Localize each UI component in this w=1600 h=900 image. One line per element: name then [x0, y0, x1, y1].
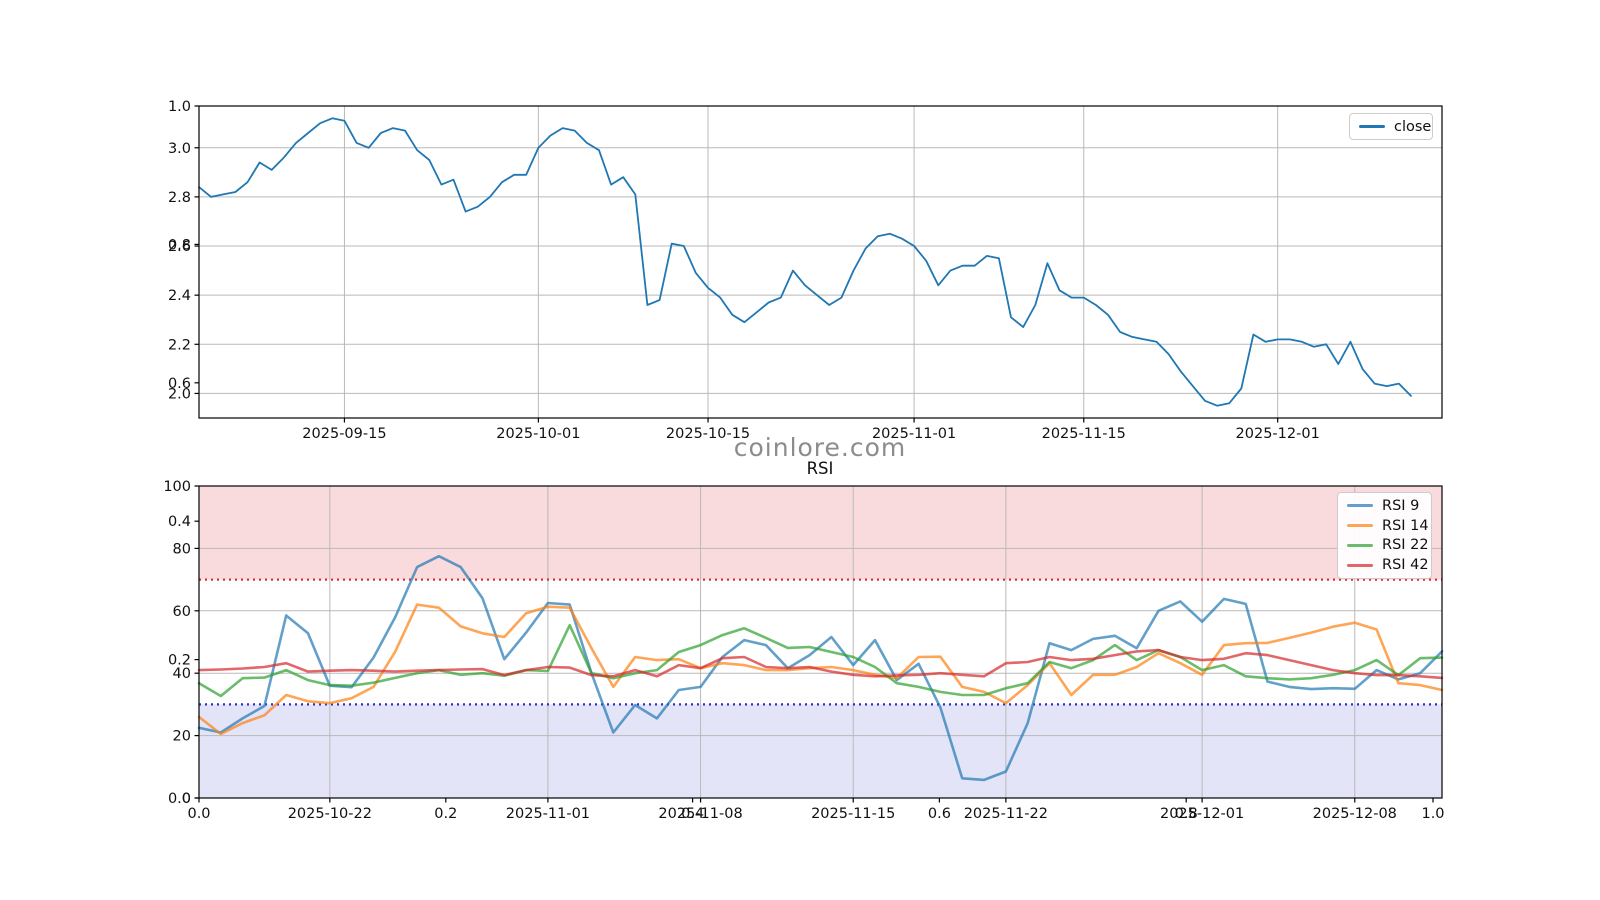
- svg-text:2025-10-22: 2025-10-22: [288, 806, 372, 822]
- svg-text:1.0: 1.0: [1421, 806, 1444, 822]
- svg-text:0.0: 0.0: [168, 791, 191, 807]
- svg-text:2.0: 2.0: [168, 386, 191, 402]
- legend-label-rsi-9: RSI 9: [1382, 497, 1420, 514]
- svg-text:2025-11-15: 2025-11-15: [1042, 426, 1126, 442]
- svg-text:0.2: 0.2: [434, 806, 457, 822]
- rsi14-line-swatch: [1347, 524, 1373, 528]
- legend-item-close: close: [1359, 119, 1431, 135]
- svg-text:2.4: 2.4: [168, 288, 191, 304]
- legend-item-rsi-22: RSI 22: [1347, 537, 1429, 553]
- svg-text:1.0: 1.0: [168, 99, 191, 115]
- rsi9-line-swatch: [1347, 504, 1373, 508]
- close-line-swatch: [1359, 125, 1385, 128]
- svg-text:40: 40: [173, 666, 191, 682]
- svg-text:2.2: 2.2: [168, 337, 191, 353]
- svg-text:2025-11-01: 2025-11-01: [872, 426, 956, 442]
- svg-text:0.8: 0.8: [1175, 806, 1198, 822]
- legend-item-rsi-9: RSI 9: [1347, 498, 1422, 514]
- svg-text:60: 60: [173, 604, 191, 620]
- svg-text:2025-11-22: 2025-11-22: [964, 806, 1048, 822]
- svg-text:0: 0: [182, 791, 191, 807]
- svg-text:0.6: 0.6: [928, 806, 951, 822]
- svg-text:2025-10-01: 2025-10-01: [496, 426, 580, 442]
- legend-label-rsi-22: RSI 22: [1382, 537, 1429, 554]
- svg-text:2.6: 2.6: [168, 239, 191, 255]
- svg-text:2025-11-01: 2025-11-01: [506, 806, 590, 822]
- legend-label-close: close: [1394, 118, 1432, 135]
- legend-label-rsi-42: RSI 42: [1382, 557, 1429, 574]
- svg-text:80: 80: [173, 541, 191, 557]
- svg-text:0.4: 0.4: [168, 514, 191, 530]
- svg-text:2025-12-01: 2025-12-01: [1236, 426, 1320, 442]
- svg-text:2025-11-08: 2025-11-08: [658, 806, 742, 822]
- watermark: coinlore.com: [733, 433, 907, 462]
- legend-item-rsi-42: RSI 42: [1347, 557, 1429, 573]
- svg-text:20: 20: [173, 729, 191, 745]
- svg-text:0.6: 0.6: [168, 376, 191, 392]
- svg-text:2025-09-15: 2025-09-15: [302, 426, 386, 442]
- svg-text:0.2: 0.2: [168, 653, 191, 669]
- svg-text:2025-11-15: 2025-11-15: [811, 806, 895, 822]
- svg-text:2025-12-08: 2025-12-08: [1313, 806, 1397, 822]
- rsi-legend: RSI 9 RSI 14 RSI 22 RSI 42: [1337, 492, 1432, 579]
- svg-text:3.0: 3.0: [168, 141, 191, 157]
- svg-text:100: 100: [163, 479, 191, 495]
- svg-text:0.0: 0.0: [187, 806, 210, 822]
- rsi42-line-swatch: [1347, 563, 1373, 567]
- svg-text:2025-10-15: 2025-10-15: [666, 426, 750, 442]
- rsi-panel-title: RSI: [806, 459, 834, 478]
- svg-text:2.8: 2.8: [168, 190, 191, 206]
- price-legend: close: [1349, 113, 1433, 140]
- svg-text:0.4: 0.4: [681, 806, 704, 822]
- svg-text:0.8: 0.8: [168, 237, 191, 253]
- svg-text:2025-12-01: 2025-12-01: [1160, 806, 1244, 822]
- rsi22-line-swatch: [1347, 543, 1373, 547]
- legend-label-rsi-14: RSI 14: [1382, 517, 1429, 534]
- legend-item-rsi-14: RSI 14: [1347, 518, 1429, 534]
